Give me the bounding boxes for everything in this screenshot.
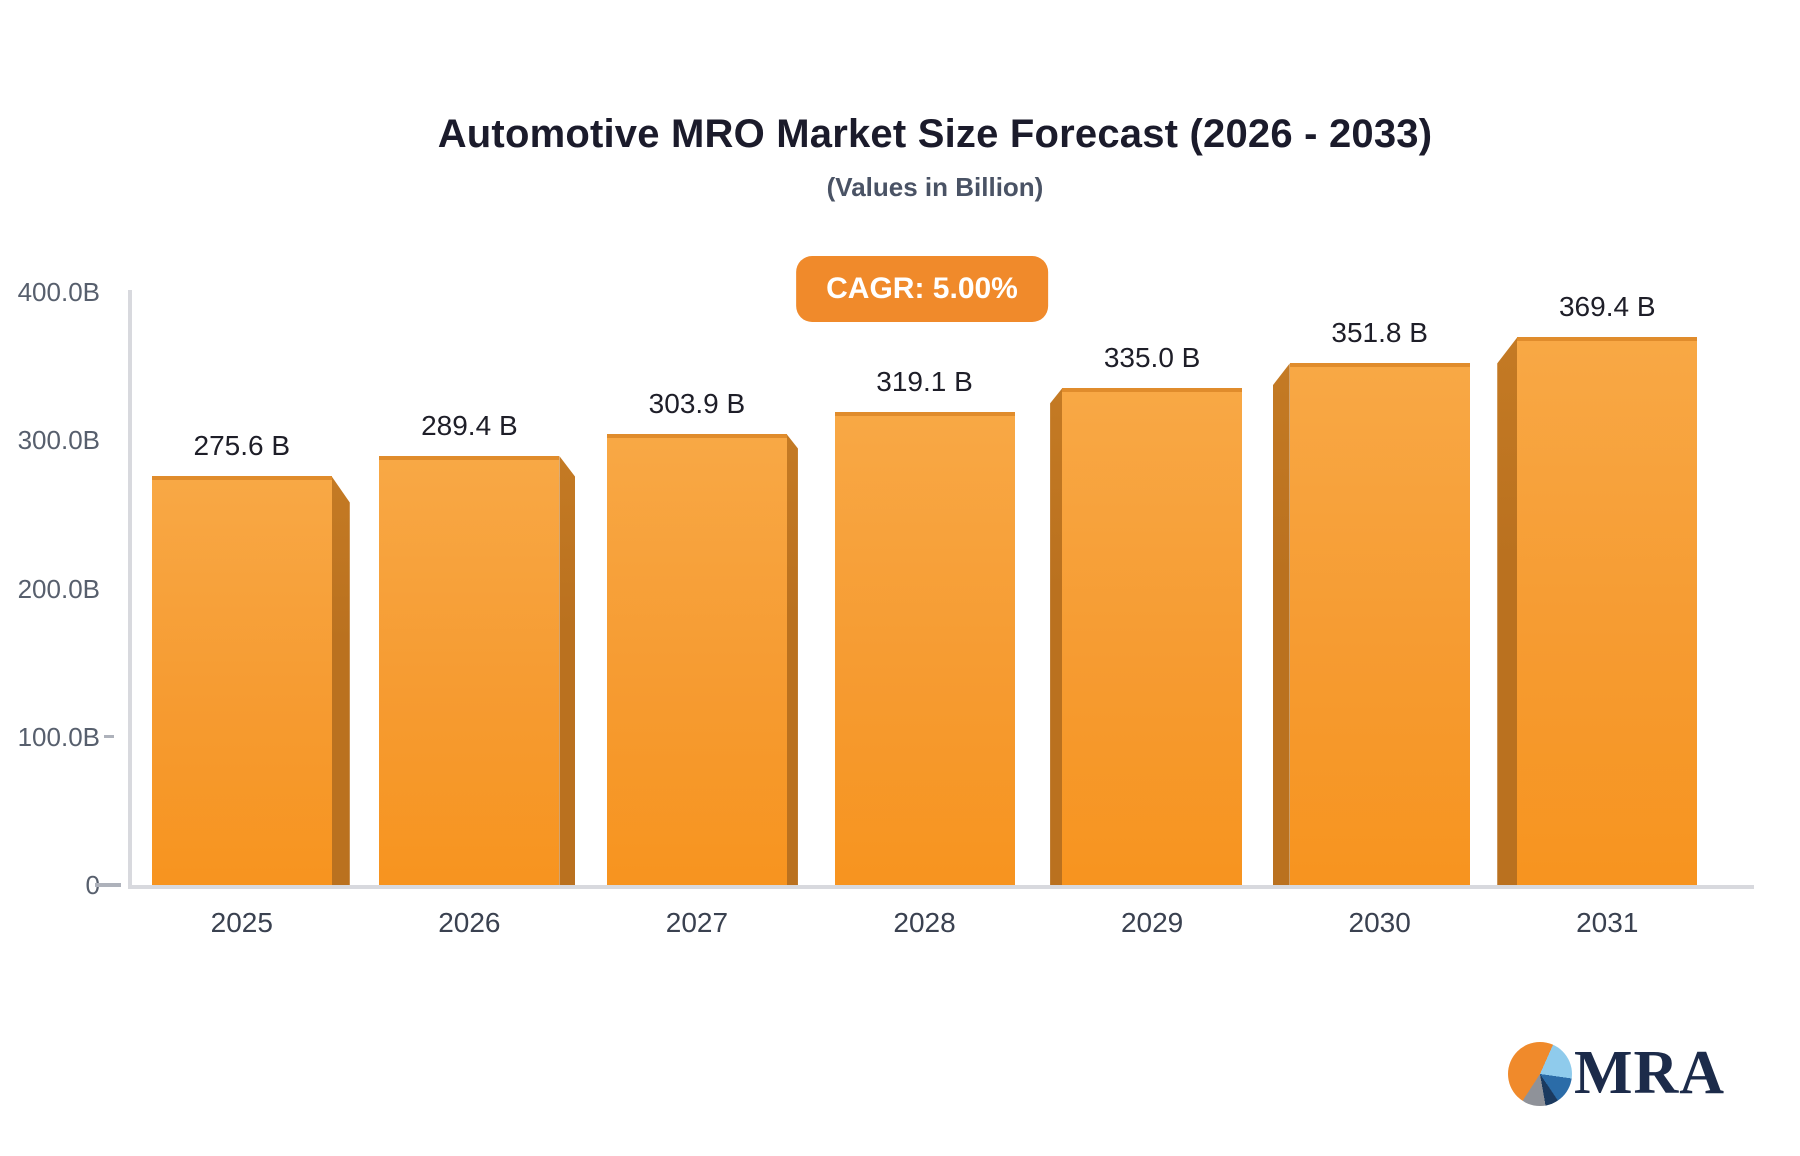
bar-value-label: 335.0 B — [1103, 342, 1201, 374]
x-tick-label: 2027 — [665, 907, 729, 938]
bar-value-label: 303.9 B — [648, 388, 746, 420]
bar-2025 — [151, 476, 332, 885]
y-axis-line — [128, 290, 132, 887]
bar-side-shadow — [1272, 363, 1290, 885]
bar-2030 — [1289, 363, 1470, 885]
bar-2031 — [1517, 337, 1698, 885]
bar-side-shadow — [559, 455, 576, 885]
x-axis-baseline — [128, 885, 1754, 889]
bar-value-label: 319.1 B — [876, 365, 973, 397]
y-tick-label: 200.0B — [17, 573, 100, 604]
bar-group-2031: 369.4 B 2031 — [1493, 291, 1721, 938]
chart-title: Automotive MRO Market Size Forecast (202… — [437, 112, 1433, 156]
bar-chart-plot-area: 275.6 B 2025 289.4 B 2026 303.9 B 2027 3… — [128, 291, 1721, 938]
y-tick-label: 0 — [85, 870, 100, 900]
y-tick-mark — [95, 883, 121, 887]
bar-side-shadow — [1050, 388, 1063, 885]
x-tick-label: 2031 — [1576, 907, 1639, 938]
bar-group-2028: 319.1 B 2028 — [811, 292, 1039, 938]
bar-2029 — [1062, 388, 1243, 885]
bar-group-2025: 275.6 B 2025 — [128, 292, 356, 938]
x-tick-label: 2030 — [1348, 907, 1411, 938]
chart-subtitle: (Values in Billion) — [826, 172, 1044, 202]
bar-group-2030: 351.8 B 2030 — [1266, 292, 1494, 938]
bar-2027 — [606, 434, 787, 885]
x-tick-label: 2026 — [438, 907, 501, 938]
y-tick-mark — [104, 735, 114, 738]
bar-value-label: 289.4 B — [421, 409, 518, 441]
y-tick-label: 100.0B — [17, 721, 100, 752]
logo-text: MRA — [1574, 1039, 1726, 1107]
y-tick-label: 400.0B — [17, 277, 100, 307]
x-tick-label: 2025 — [210, 907, 273, 938]
bar-2026 — [379, 455, 560, 885]
mra-logo: MRA — [1508, 1038, 1725, 1109]
x-tick-label: 2029 — [1120, 907, 1184, 938]
bar-group-2029: 335.0 B 2029 — [1038, 292, 1266, 938]
y-tick-label: 300.0B — [17, 425, 100, 456]
pie-chart-logo-icon — [1508, 1041, 1572, 1106]
bar-group-2027: 303.9 B 2027 — [583, 292, 811, 938]
x-tick-label: 2028 — [893, 907, 956, 938]
bar-group-2026: 289.4 B 2026 — [356, 292, 584, 938]
bar-side-shadow — [786, 434, 798, 885]
bar-value-label: 351.8 B — [1331, 317, 1428, 349]
cagr-badge: CAGR: 5.00% — [796, 256, 1048, 322]
bar-value-label: 369.4 B — [1558, 291, 1656, 323]
bar-value-label: 275.6 B — [193, 430, 291, 462]
bar-side-shadow — [331, 476, 350, 885]
bar-2028 — [834, 411, 1015, 885]
bar-side-shadow — [1497, 337, 1518, 885]
